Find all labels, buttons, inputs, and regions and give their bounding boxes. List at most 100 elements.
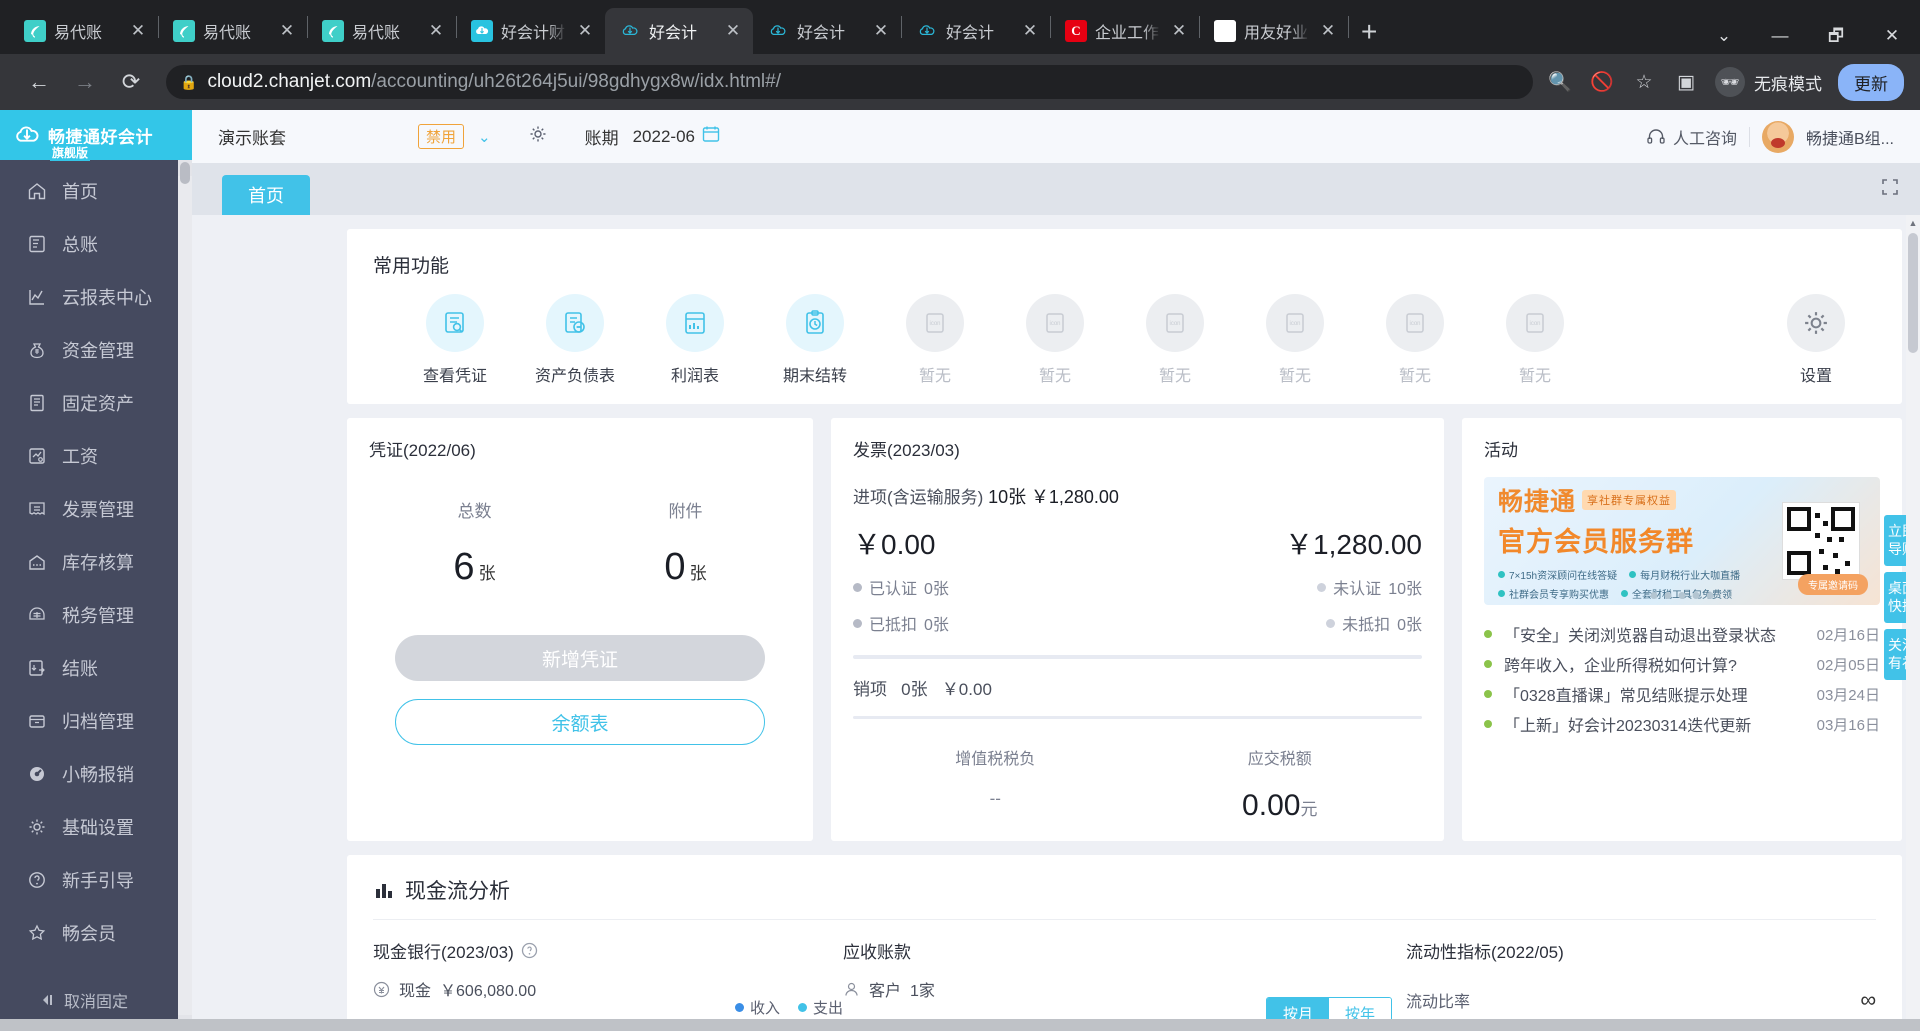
scrollbar-thumb[interactable] <box>180 162 190 184</box>
sidebar-item-close-book[interactable]: 结账 <box>0 641 192 694</box>
browser-tab[interactable]: 好会计财 ✕ <box>457 8 605 54</box>
address-bar[interactable]: 🔒 cloud2.chanjet.com/accounting/uh26t264… <box>166 65 1533 99</box>
period-toggle[interactable]: 按月 按年 <box>1265 997 1392 1030</box>
close-icon[interactable]: ✕ <box>725 21 741 40</box>
sidebar-item-fixed-assets[interactable]: 固定资产 <box>0 376 192 429</box>
list-item[interactable]: 「上新」好会计20230314迭代更新 03月16日 <box>1484 709 1880 739</box>
close-icon[interactable]: ✕ <box>1171 21 1187 40</box>
function-placeholder[interactable]: icon 暂无 <box>1355 294 1475 386</box>
new-tab-button[interactable]: + <box>1361 16 1378 47</box>
sidebar-item-member[interactable]: 畅会员 <box>0 906 192 959</box>
calendar-icon[interactable] <box>701 124 721 149</box>
sidebar-item-invoice[interactable]: 发票管理 <box>0 482 192 535</box>
incognito-indicator[interactable]: 🕶 无痕模式 <box>1715 67 1822 97</box>
promo-banner[interactable]: 畅捷通 享社群专属权益 官方会员服务群 7×15h资深顾问在线答疑 每月财税行业… <box>1484 477 1880 605</box>
close-window-button[interactable]: ✕ <box>1884 26 1900 45</box>
function-placeholder[interactable]: icon 暂无 <box>875 294 995 386</box>
sidebar-item-payroll[interactable]: 工资 <box>0 429 192 482</box>
invoice-deducted-label: 已抵扣 <box>869 617 918 634</box>
sidepanel-icon[interactable]: ▣ <box>1677 71 1695 93</box>
sidebar-item-funds[interactable]: 资金管理 <box>0 323 192 376</box>
scroll-up-icon[interactable]: ▲ <box>1908 218 1918 228</box>
list-item[interactable]: 「0328直播课」常见结账提示处理 03月24日 <box>1484 679 1880 709</box>
sidebar-scrollbar[interactable]: ▲ ▼ <box>178 160 192 1031</box>
account-book-name[interactable]: 演示账套 <box>218 129 286 148</box>
function-profit-statement[interactable]: 利润表 <box>635 294 755 386</box>
browser-tab[interactable]: 易代账 ✕ <box>159 8 307 54</box>
sidebar-item-label: 归档管理 <box>62 711 134 732</box>
add-voucher-button[interactable]: 新增凭证 <box>395 635 765 681</box>
fullscreen-icon[interactable] <box>1880 177 1900 202</box>
sidebar-item-reimburse[interactable]: 小畅报销 <box>0 747 192 800</box>
user-name[interactable]: 畅捷通B组... <box>1805 130 1894 148</box>
bullet-dot-icon <box>1484 690 1492 698</box>
close-icon[interactable]: ✕ <box>279 21 295 40</box>
manual-consult-button[interactable]: 人工咨询 <box>1646 125 1737 149</box>
function-label: 期末结转 <box>782 368 847 385</box>
avatar[interactable] <box>1761 120 1794 153</box>
function-label: 查看凭证 <box>422 368 487 385</box>
browser-tab[interactable]: 用友Chanjet 用友好业 ✕ <box>1200 8 1348 54</box>
browser-tab[interactable]: 好会计 ✕ <box>753 8 901 54</box>
brand-header: 畅捷通好会计 旗舰版 <box>0 110 192 161</box>
browser-tab[interactable]: 好会计 ✕ <box>902 8 1050 54</box>
sidebar-item-cloud-report[interactable]: 云报表中心 <box>0 270 192 323</box>
function-placeholder[interactable]: icon 暂无 <box>995 294 1115 386</box>
tab-home[interactable]: 首页 <box>222 175 310 215</box>
function-placeholder[interactable]: icon 暂无 <box>1235 294 1355 386</box>
tab-title: 易代账 <box>54 25 103 42</box>
function-balance-sheet[interactable]: 资产负债表 <box>515 294 635 386</box>
carousel-dots[interactable] <box>1650 592 1714 599</box>
sidebar-item-home[interactable]: 首页 <box>0 164 192 217</box>
list-item[interactable]: 「安全」关闭浏览器自动退出登录状态 02月16日 <box>1484 619 1880 649</box>
browser-tab[interactable]: 易代账 ✕ <box>10 8 158 54</box>
content-scrollbar[interactable]: ▲ ▼ <box>1906 215 1920 1031</box>
close-icon[interactable]: ✕ <box>873 21 889 40</box>
promo-bullet: 每月财税行业大咖直播 <box>1629 567 1740 582</box>
close-icon[interactable]: ✕ <box>130 21 146 40</box>
browser-tab[interactable]: 易代账 ✕ <box>308 8 456 54</box>
maximize-button[interactable]: 🗗 <box>1828 26 1844 45</box>
eye-off-icon[interactable]: 🚫 <box>1590 72 1614 93</box>
sidebar-item-ledger[interactable]: 总账 <box>0 217 192 270</box>
function-placeholder[interactable]: icon 暂无 <box>1475 294 1595 386</box>
reload-button[interactable]: ⟳ <box>121 69 141 94</box>
minimize-button[interactable]: — <box>1771 26 1789 45</box>
function-placeholder[interactable]: icon 暂无 <box>1115 294 1235 386</box>
sidebar-item-tax[interactable]: 税务管理 <box>0 588 192 641</box>
tab-search-icon[interactable]: ⌄ <box>1716 26 1732 45</box>
sidebar-item-archive[interactable]: 归档管理 <box>0 694 192 747</box>
balance-sheet-button[interactable]: 余额表 <box>395 699 765 745</box>
close-icon[interactable]: ✕ <box>1320 21 1336 40</box>
qr-code-icon <box>1782 502 1860 580</box>
scrollbar-thumb[interactable] <box>1908 233 1918 353</box>
function-label: 暂无 <box>1038 368 1071 385</box>
search-icon[interactable]: 🔍 <box>1548 72 1572 93</box>
sidebar-pin-toggle[interactable]: 取消固定 <box>0 969 192 1031</box>
close-icon[interactable]: ✕ <box>577 21 593 40</box>
sidebar-item-basic-settings[interactable]: 基础设置 <box>0 800 192 853</box>
bookmark-star-icon[interactable]: ☆ <box>1635 71 1653 93</box>
function-view-voucher[interactable]: 查看凭证 <box>395 294 515 386</box>
help-icon[interactable] <box>521 942 538 959</box>
forward-button[interactable]: → <box>74 69 96 94</box>
sidebar-item-guide[interactable]: 新手引导 <box>0 853 192 906</box>
tab-title: 好会计 <box>946 25 995 42</box>
settings-gear-icon[interactable] <box>527 123 549 150</box>
sidebar-item-inventory[interactable]: 库存核算 <box>0 535 192 588</box>
promo-qr-badge: 专属邀请码 <box>1798 574 1868 595</box>
function-settings[interactable]: 设置 <box>1756 294 1876 386</box>
chevron-down-icon[interactable]: ⌄ <box>478 128 491 146</box>
update-button[interactable]: 更新 <box>1838 63 1904 101</box>
main-area: 演示账套 禁用 ⌄ 账期 2022-06 人工咨询 畅捷通B组... <box>192 110 1920 1031</box>
close-icon[interactable]: ✕ <box>428 21 444 40</box>
function-period-close[interactable]: 期末结转 <box>755 294 875 386</box>
cashflow-bank-col: 现金银行(2023/03) 现金 ￥606,080.00 <box>373 938 843 1031</box>
period-value[interactable]: 2022-06 <box>632 126 695 146</box>
close-icon[interactable]: ✕ <box>1022 21 1038 40</box>
browser-tab-active[interactable]: 好会计 ✕ <box>605 8 753 54</box>
list-item[interactable]: 跨年收入，企业所得税如何计算? 02月05日 <box>1484 649 1880 679</box>
browser-tab[interactable]: C 企业工作 ✕ <box>1051 8 1199 54</box>
back-button[interactable]: ← <box>28 69 50 94</box>
liquidity-ratio-value: ∞ <box>1860 987 1876 1012</box>
